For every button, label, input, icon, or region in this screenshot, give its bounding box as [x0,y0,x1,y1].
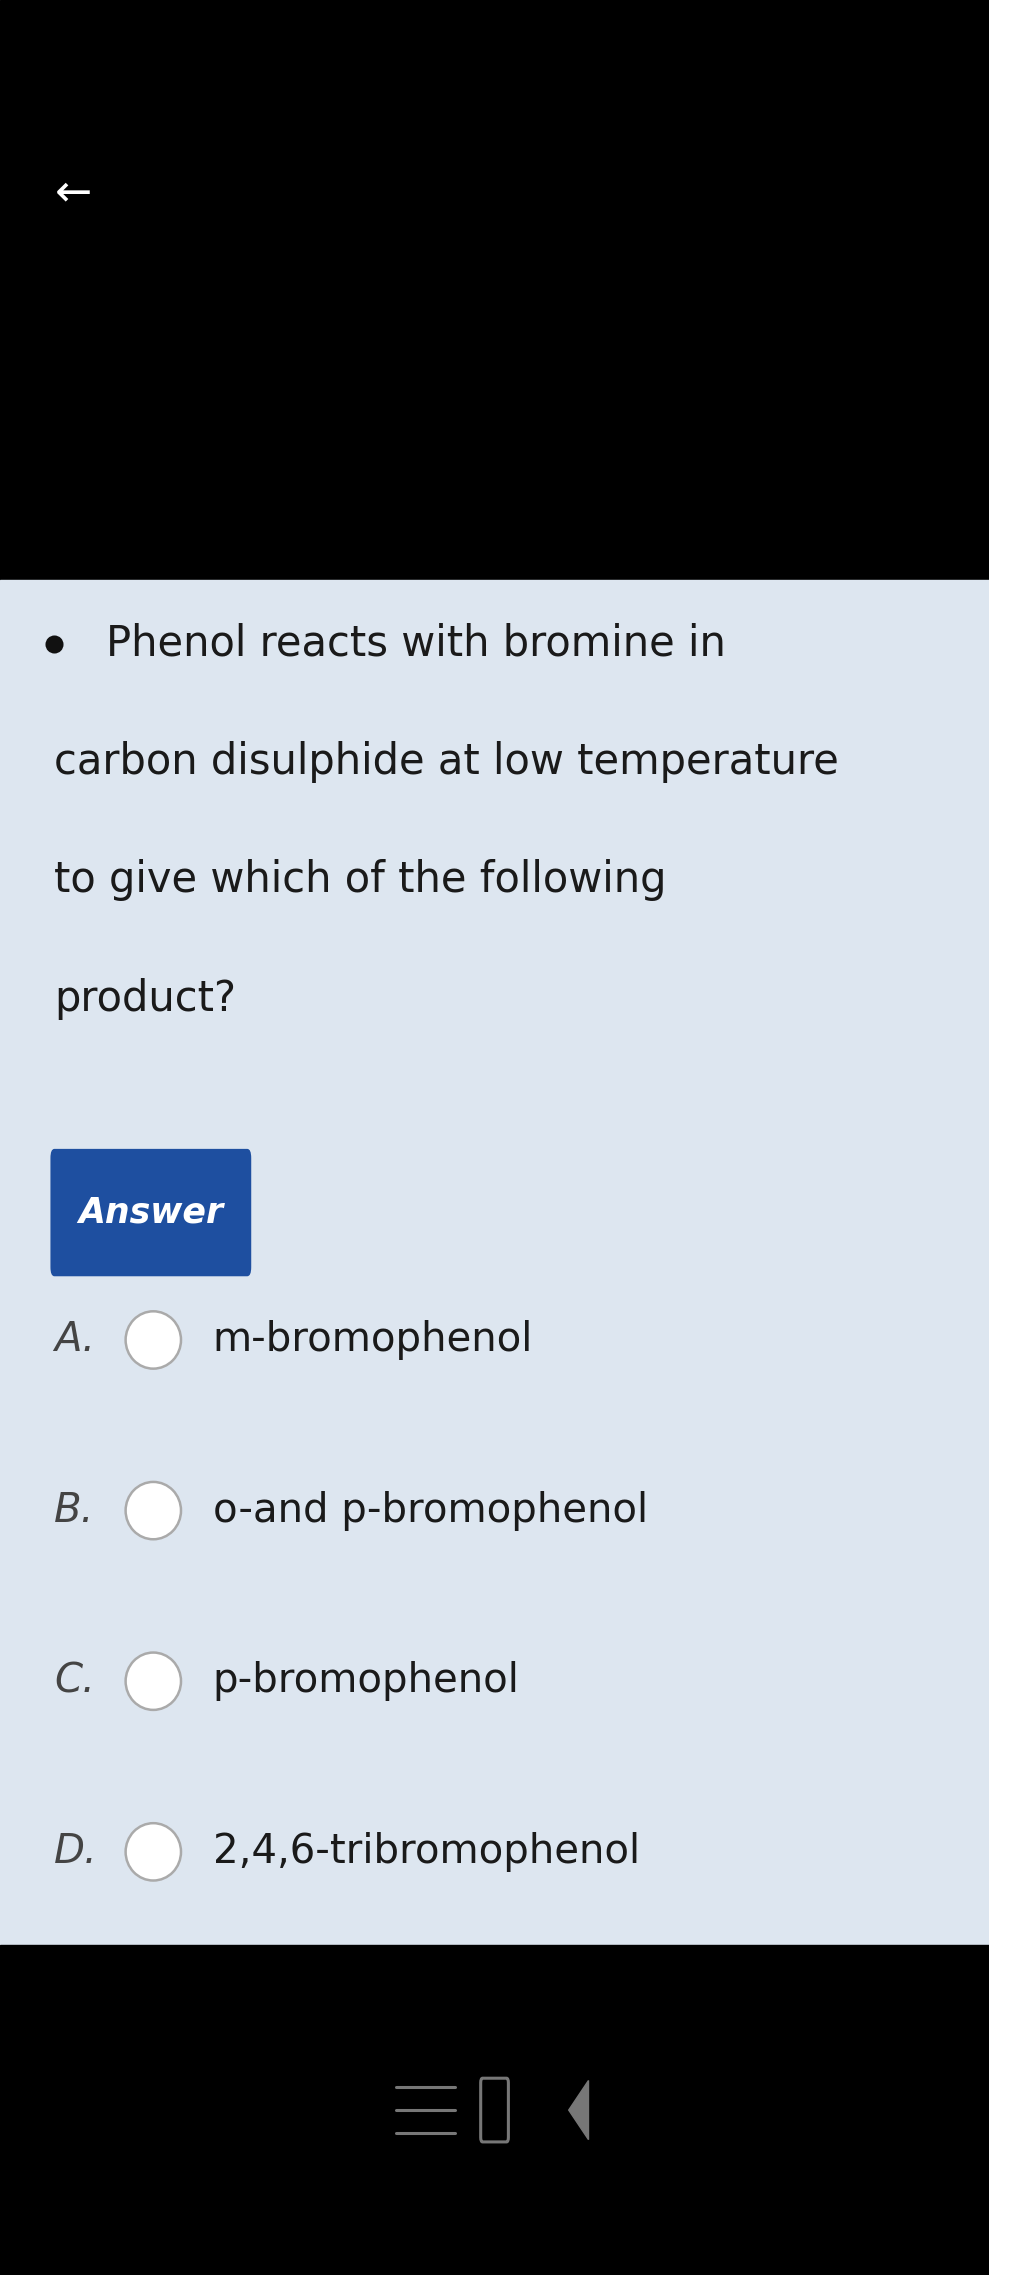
Bar [0,580,989,1945]
Text: product?: product? [54,978,237,1019]
Text: o-and p-bromophenol: o-and p-bromophenol [213,1490,648,1531]
Text: C.: C. [54,1661,95,1702]
Bar [0,0,989,580]
Text: Phenol reacts with bromine in: Phenol reacts with bromine in [105,623,726,664]
Text: ←: ← [54,173,92,214]
Text: m-bromophenol: m-bromophenol [213,1320,534,1360]
Text: D.: D. [54,1831,98,1872]
Text: A.: A. [54,1320,95,1360]
Text: 2,4,6-tribromophenol: 2,4,6-tribromophenol [213,1831,640,1872]
Ellipse shape [126,1822,181,1881]
Text: to give which of the following: to give which of the following [54,860,667,901]
Text: p-bromophenol: p-bromophenol [213,1661,519,1702]
Text: carbon disulphide at low temperature: carbon disulphide at low temperature [54,742,840,783]
Text: B.: B. [54,1490,95,1531]
FancyBboxPatch shape [50,1149,251,1276]
Polygon shape [568,2079,589,2138]
Text: Answer: Answer [78,1197,223,1229]
Ellipse shape [126,1652,181,1711]
Bar [0,1945,989,2275]
Ellipse shape [126,1310,181,1370]
Ellipse shape [126,1481,181,1540]
